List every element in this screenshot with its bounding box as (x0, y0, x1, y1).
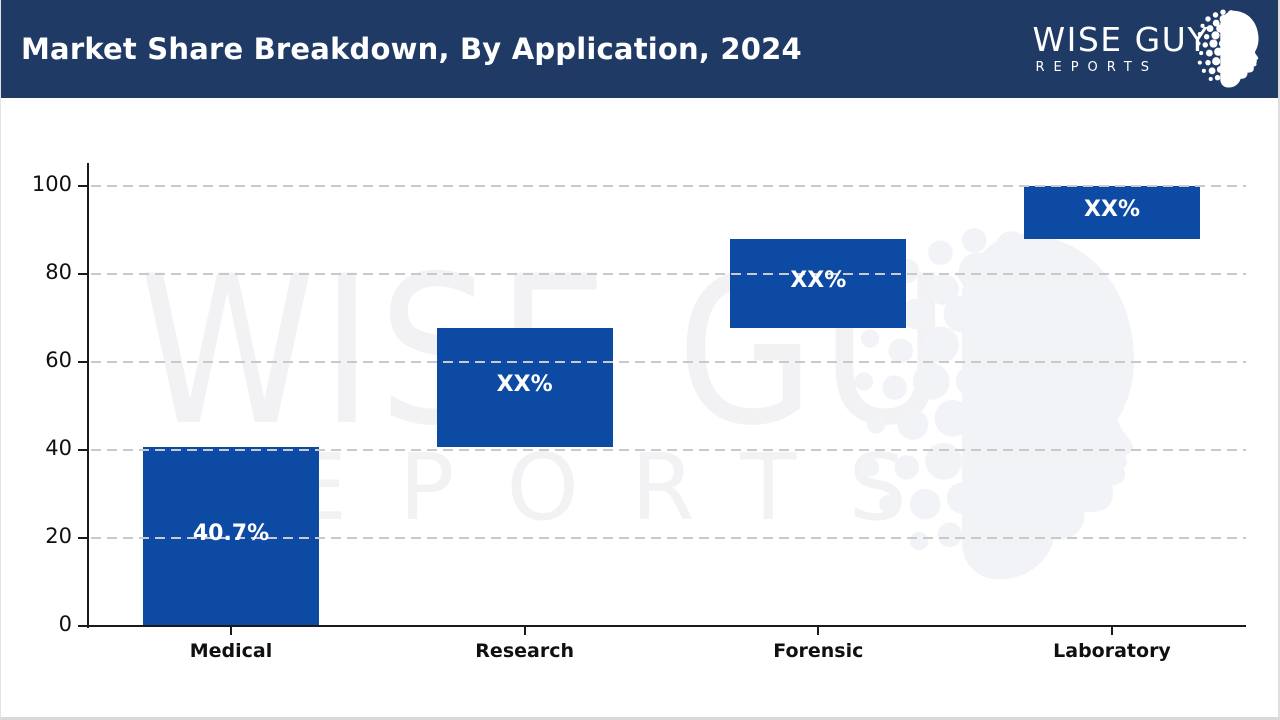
y-tick (78, 536, 88, 539)
x-tick (817, 626, 820, 635)
y-tick-label: 60 (45, 347, 72, 372)
x-tick-label: Laboratory (1053, 639, 1171, 662)
y-tick (78, 185, 88, 187)
y-tick (78, 624, 88, 627)
bar-value-label: XX% (1084, 197, 1140, 223)
y-axis (87, 163, 89, 628)
gridline-80 (91, 272, 1246, 275)
gridline-60 (91, 360, 1246, 363)
x-tick (1111, 626, 1113, 635)
y-tick (78, 272, 88, 275)
y-tick-label: 0 (58, 611, 72, 636)
x-tick-label: Forensic (773, 639, 864, 662)
gridline-100 (91, 185, 1246, 187)
bar-research (436, 327, 613, 447)
x-tick-label: Medical (189, 639, 273, 662)
y-tick-label: 80 (45, 259, 72, 284)
bar-value-label: XX% (790, 268, 847, 294)
brand-head-icon (1193, 8, 1268, 90)
x-tick (230, 626, 232, 635)
y-tick-label: 20 (45, 523, 72, 548)
bar-value-label: 40.7% (192, 521, 270, 547)
y-tick-label: 100 (31, 172, 72, 196)
x-axis (87, 624, 1246, 627)
brand-subtitle: REPORTS (1035, 60, 1159, 75)
gridline-20 (91, 536, 1246, 539)
brand-logo: WISE GUY REPORTS (1032, 8, 1268, 90)
gridline-40 (91, 448, 1246, 451)
y-tick (78, 360, 88, 363)
report-header: Market Share Breakdown, By Application, … (1, 0, 1278, 98)
y-tick-label: 40 (45, 435, 72, 460)
bar-medical (143, 446, 319, 626)
chart-title: Market Share Breakdown, By Application, … (21, 32, 802, 66)
brand-text: WISE GUY REPORTS (1032, 23, 1209, 75)
y-tick (78, 448, 88, 451)
bar-value-label: XX% (496, 372, 553, 398)
brand-name: WISE GUY (1032, 20, 1209, 59)
x-tick (523, 626, 526, 635)
x-tick-label: Research (475, 639, 574, 662)
